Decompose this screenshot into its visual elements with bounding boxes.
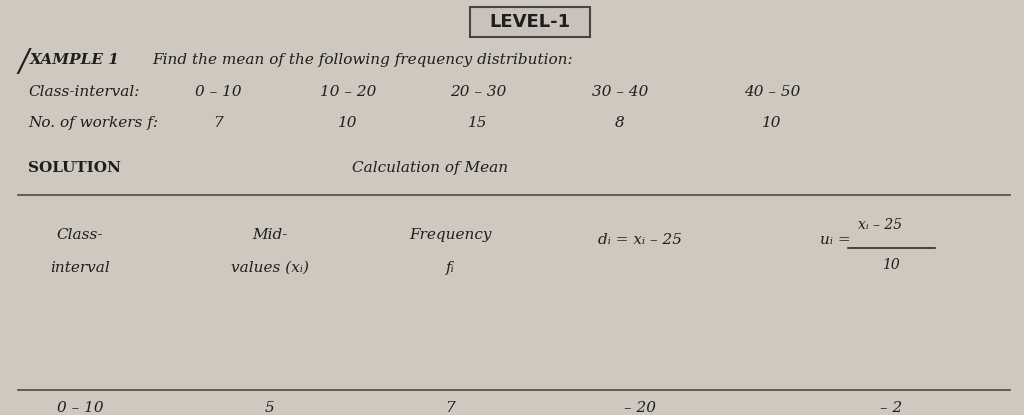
- Text: Class-: Class-: [56, 228, 103, 242]
- Text: – 20: – 20: [624, 401, 656, 415]
- Text: – 2: – 2: [880, 401, 902, 415]
- Text: SOLUTION: SOLUTION: [28, 161, 121, 175]
- Text: Find the mean of the following frequency distribution:: Find the mean of the following frequency…: [152, 53, 572, 67]
- Text: 40 – 50: 40 – 50: [743, 85, 800, 99]
- Text: values (xᵢ): values (xᵢ): [231, 261, 309, 275]
- Text: /: /: [18, 46, 29, 78]
- Text: Mid-: Mid-: [252, 228, 288, 242]
- Text: 10 – 20: 10 – 20: [319, 85, 376, 99]
- Text: 7: 7: [213, 116, 223, 130]
- Text: LEVEL-1: LEVEL-1: [489, 13, 570, 31]
- Text: fᵢ: fᵢ: [445, 261, 455, 275]
- Text: 8: 8: [615, 116, 625, 130]
- Text: 5: 5: [265, 401, 274, 415]
- FancyBboxPatch shape: [470, 7, 590, 37]
- Text: 0 – 10: 0 – 10: [56, 401, 103, 415]
- Text: 7: 7: [445, 401, 455, 415]
- Text: XAMPLE 1: XAMPLE 1: [30, 53, 120, 67]
- Text: 10: 10: [762, 116, 781, 130]
- Text: Calculation of Mean: Calculation of Mean: [352, 161, 508, 175]
- Text: Frequency: Frequency: [409, 228, 492, 242]
- Text: Class-interval:: Class-interval:: [28, 85, 139, 99]
- Text: 0 – 10: 0 – 10: [195, 85, 242, 99]
- Text: 10: 10: [882, 258, 900, 272]
- Text: uᵢ =: uᵢ =: [820, 233, 851, 247]
- Text: interval: interval: [50, 261, 110, 275]
- Text: No. of workers f:: No. of workers f:: [28, 116, 158, 130]
- Text: 10: 10: [338, 116, 357, 130]
- Text: 20 – 30: 20 – 30: [450, 85, 506, 99]
- Text: 15: 15: [468, 116, 487, 130]
- Text: 30 – 40: 30 – 40: [592, 85, 648, 99]
- Text: xᵢ – 25: xᵢ – 25: [858, 218, 902, 232]
- Text: dᵢ = xᵢ – 25: dᵢ = xᵢ – 25: [598, 233, 682, 247]
